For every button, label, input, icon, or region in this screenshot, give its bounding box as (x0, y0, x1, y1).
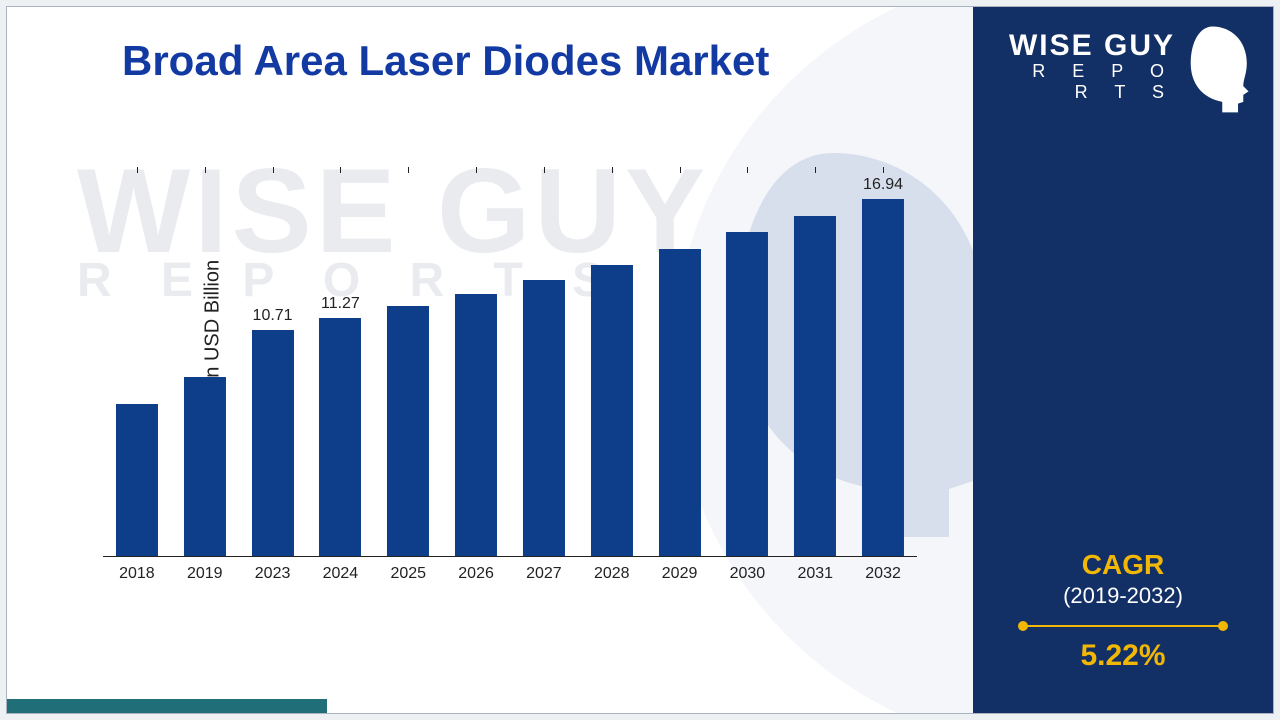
bar-slot (646, 167, 714, 557)
bottom-strip (7, 699, 327, 713)
x-tick (612, 167, 613, 173)
bar-value-label: 16.94 (863, 176, 903, 194)
x-tick (883, 167, 884, 173)
bars-container: 10.71 11.27 16.94 (103, 167, 917, 557)
bar (659, 249, 701, 556)
bar-slot (781, 167, 849, 557)
cagr-divider (1023, 625, 1223, 627)
bar (252, 330, 294, 556)
x-axis-tick-label: 2031 (797, 565, 833, 583)
bar (116, 404, 158, 556)
bar-value-label: 10.71 (253, 307, 293, 325)
x-axis-tick-label: 2023 (255, 565, 291, 583)
x-tick (680, 167, 681, 173)
x-tick (815, 167, 816, 173)
x-tick (137, 167, 138, 173)
bar (319, 318, 361, 556)
bar (591, 265, 633, 556)
frame: WISE GUYR E P O R T S Broad Area Laser D… (6, 6, 1274, 714)
bar (794, 216, 836, 556)
cagr-value: 5.22% (973, 639, 1273, 673)
x-tick (273, 167, 274, 173)
bar-slot: 10.71 (239, 167, 307, 557)
bar (862, 199, 904, 556)
bar-slot (714, 167, 782, 557)
bar (184, 377, 226, 556)
x-tick (205, 167, 206, 173)
logo-text-line2: R E P O R T S (993, 61, 1175, 103)
cagr-block: CAGR (2019-2032) 5.22% (973, 549, 1273, 673)
bar (387, 306, 429, 556)
x-axis-tick-label: 2027 (526, 565, 562, 583)
x-axis-tick-label: 2025 (390, 565, 426, 583)
bar-slot: 16.94 (849, 167, 917, 557)
x-axis-tick-label: 2024 (323, 565, 359, 583)
logo-text-line1: WISE GUY (993, 29, 1175, 63)
x-axis-tick-label: 2032 (865, 565, 901, 583)
chart-title: Broad Area Laser Diodes Market (122, 37, 769, 85)
bar-slot (171, 167, 239, 557)
plot-area: 10.71 11.27 16.94 (103, 167, 917, 557)
bar (455, 294, 497, 556)
bar-slot (510, 167, 578, 557)
x-tick (544, 167, 545, 173)
cagr-period: (2019-2032) (973, 583, 1273, 609)
x-axis-tick-label: 2026 (458, 565, 494, 583)
bar (523, 280, 565, 556)
brand-logo: WISE GUY R E P O R T S (993, 29, 1253, 103)
x-axis-tick-label: 2028 (594, 565, 630, 583)
bar-slot (374, 167, 442, 557)
x-tick (747, 167, 748, 173)
x-axis-tick-label: 2029 (662, 565, 698, 583)
bar-slot: 11.27 (307, 167, 375, 557)
x-tick (340, 167, 341, 173)
bar-slot (442, 167, 510, 557)
bar (726, 232, 768, 556)
x-axis-tick-label: 2030 (730, 565, 766, 583)
bar-slot (103, 167, 171, 557)
x-axis-labels: 2018 2019 2023 2024 2025 2026 2027 2028 2029 2030… (103, 557, 917, 597)
x-tick (408, 167, 409, 173)
x-axis-tick-label: 2019 (187, 565, 223, 583)
cagr-label: CAGR (973, 549, 1273, 581)
bar-value-label: 11.27 (321, 295, 360, 313)
logo-head-icon (1181, 23, 1253, 115)
bar-slot (578, 167, 646, 557)
bar-chart: Market Value in USD Billion 10.7111.2716… (67, 167, 917, 597)
stage: WISE GUYR E P O R T S Broad Area Laser D… (0, 0, 1280, 720)
x-tick (476, 167, 477, 173)
x-axis-tick-label: 2018 (119, 565, 155, 583)
